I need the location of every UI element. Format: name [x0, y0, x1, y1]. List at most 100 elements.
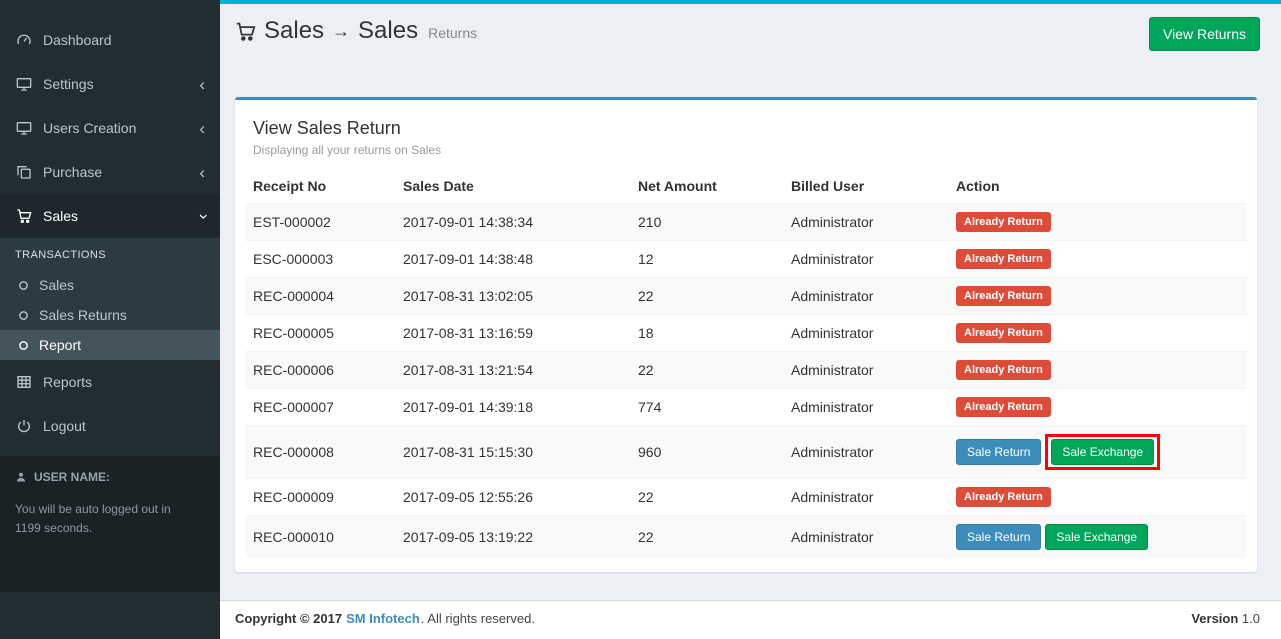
top-accent-strip	[220, 0, 1281, 4]
cell-net-amount: 22	[630, 478, 783, 516]
cell-receipt-no: EST-000002	[245, 203, 395, 241]
version-label: Version	[1191, 611, 1239, 626]
sales-submenu: TRANSACTIONS Sales Sales Returns	[0, 238, 220, 360]
cell-billed-user: Administrator	[783, 478, 948, 516]
table-row: REC-000006 2017-08-31 13:21:54 22 Admini…	[245, 351, 1247, 389]
already-return-badge: Already Return	[956, 212, 1051, 232]
circle-icon	[16, 310, 30, 321]
sales-return-card: View Sales Return Displaying all your re…	[235, 97, 1257, 572]
submenu-item-label: Report	[39, 337, 82, 353]
chevron-left-icon: ‹	[199, 118, 205, 138]
cell-billed-user: Administrator	[783, 203, 948, 241]
cell-net-amount: 210	[630, 203, 783, 241]
cell-billed-user: Administrator	[783, 351, 948, 389]
sale-return-button[interactable]: Sale Return	[956, 524, 1042, 550]
already-return-badge: Already Return	[956, 360, 1051, 380]
copyright-suffix: . All rights reserved.	[420, 611, 535, 626]
circle-icon	[16, 340, 30, 351]
cell-receipt-no: REC-000007	[245, 388, 395, 426]
cell-action: Already Return	[948, 388, 1247, 426]
cell-billed-user: Administrator	[783, 240, 948, 278]
sidebar-item-logout[interactable]: Logout	[0, 404, 220, 448]
sale-exchange-button[interactable]: Sale Exchange	[1045, 524, 1149, 550]
table-row: REC-000005 2017-08-31 13:16:59 18 Admini…	[245, 314, 1247, 352]
cell-net-amount: 960	[630, 425, 783, 479]
cell-net-amount: 22	[630, 515, 783, 558]
cell-sales-date: 2017-09-05 12:55:26	[395, 478, 630, 516]
cell-sales-date: 2017-08-31 15:15:30	[395, 425, 630, 479]
col-action: Action	[948, 169, 1247, 204]
page-footer: Copyright © 2017 SM Infotech. All rights …	[220, 600, 1281, 639]
sidebar-user-panel: USER NAME: You will be auto logged out i…	[0, 456, 220, 592]
submenu-item-sales-returns[interactable]: Sales Returns	[0, 300, 220, 330]
submenu-item-sales[interactable]: Sales	[0, 270, 220, 300]
submenu-header-transactions: TRANSACTIONS	[15, 249, 106, 261]
cart-icon	[235, 21, 256, 42]
cell-receipt-no: ESC-000003	[245, 240, 395, 278]
sidebar-item-label: Dashboard	[43, 32, 112, 48]
submenu-item-report[interactable]: Report	[0, 330, 220, 360]
table-icon	[15, 374, 33, 390]
sidebar-item-reports[interactable]: Reports	[0, 360, 220, 404]
table-row: EST-000002 2017-09-01 14:38:34 210 Admin…	[245, 203, 1247, 241]
version: Version 1.0	[1191, 611, 1260, 639]
desktop-icon	[15, 76, 33, 92]
cell-receipt-no: REC-000006	[245, 351, 395, 389]
auto-logout-notice: You will be auto logged out in 1199 seco…	[15, 502, 171, 535]
col-billed-user: Billed User	[783, 169, 948, 204]
cell-receipt-no: REC-000004	[245, 277, 395, 315]
cell-billed-user: Administrator	[783, 425, 948, 479]
sidebar-item-label: Purchase	[43, 164, 103, 180]
table-row: REC-000007 2017-09-01 14:39:18 774 Admin…	[245, 388, 1247, 426]
cell-net-amount: 22	[630, 351, 783, 389]
already-return-badge: Already Return	[956, 397, 1051, 417]
chevron-left-icon: ‹	[199, 162, 205, 182]
table-row: REC-000009 2017-09-05 12:55:26 22 Admini…	[245, 478, 1247, 516]
col-receipt-no: Receipt No	[245, 169, 395, 204]
annotation-highlight-box: Sale Exchange	[1045, 434, 1161, 470]
cell-action: Already Return	[948, 478, 1247, 516]
sidebar-item-label: Settings	[43, 76, 94, 92]
cell-action: Sale Return Sale Exchange	[948, 515, 1247, 558]
col-net-amount: Net Amount	[630, 169, 783, 204]
cell-billed-user: Administrator	[783, 314, 948, 352]
company-link[interactable]: SM Infotech	[346, 611, 420, 626]
cell-receipt-no: REC-000005	[245, 314, 395, 352]
cell-action: Already Return	[948, 203, 1247, 241]
power-icon	[15, 418, 33, 434]
content-header: Sales → Sales Returns View Returns	[220, 4, 1281, 51]
view-returns-button[interactable]: View Returns	[1148, 17, 1260, 51]
card-header: View Sales Return Displaying all your re…	[245, 110, 1247, 159]
card-title: View Sales Return	[253, 118, 401, 138]
card-subtitle: Displaying all your returns on Sales	[253, 143, 442, 157]
cell-sales-date: 2017-09-01 14:39:18	[395, 388, 630, 426]
user-name-label: USER NAME:	[34, 470, 111, 484]
table-header-row: Receipt No Sales Date Net Amount Billed …	[245, 169, 1247, 204]
sale-return-button[interactable]: Sale Return	[956, 439, 1042, 465]
table-row: REC-000010 2017-09-05 13:19:22 22 Admini…	[245, 515, 1247, 558]
sidebar: Dashboard Settings ‹ Users Creation ‹	[0, 0, 220, 639]
dashboard-icon	[15, 32, 33, 48]
sale-exchange-button[interactable]: Sale Exchange	[1051, 439, 1155, 465]
already-return-badge: Already Return	[956, 249, 1051, 269]
sidebar-item-purchase[interactable]: Purchase ‹	[0, 150, 220, 194]
cell-sales-date: 2017-08-31 13:16:59	[395, 314, 630, 352]
sidebar-item-sales[interactable]: Sales ‹	[0, 194, 220, 238]
sales-returns-tbody: EST-000002 2017-09-01 14:38:34 210 Admin…	[245, 203, 1247, 558]
table-row: REC-000004 2017-08-31 13:02:05 22 Admini…	[245, 277, 1247, 315]
cell-sales-date: 2017-09-01 14:38:34	[395, 203, 630, 241]
cell-billed-user: Administrator	[783, 277, 948, 315]
page-title-primary: Sales	[264, 17, 325, 44]
user-icon	[15, 471, 27, 483]
cell-billed-user: Administrator	[783, 515, 948, 558]
sidebar-item-users-creation[interactable]: Users Creation ‹	[0, 106, 220, 150]
arrow-right-icon: →	[332, 21, 351, 41]
sales-returns-table: Receipt No Sales Date Net Amount Billed …	[245, 169, 1247, 558]
chevron-left-icon: ‹	[199, 74, 205, 94]
already-return-badge: Already Return	[956, 323, 1051, 343]
cell-action: Already Return	[948, 351, 1247, 389]
sidebar-item-dashboard[interactable]: Dashboard	[0, 18, 220, 62]
sidebar-item-settings[interactable]: Settings ‹	[0, 62, 220, 106]
page-title-small: Returns	[428, 25, 478, 41]
chevron-down-icon: ‹	[192, 213, 212, 219]
